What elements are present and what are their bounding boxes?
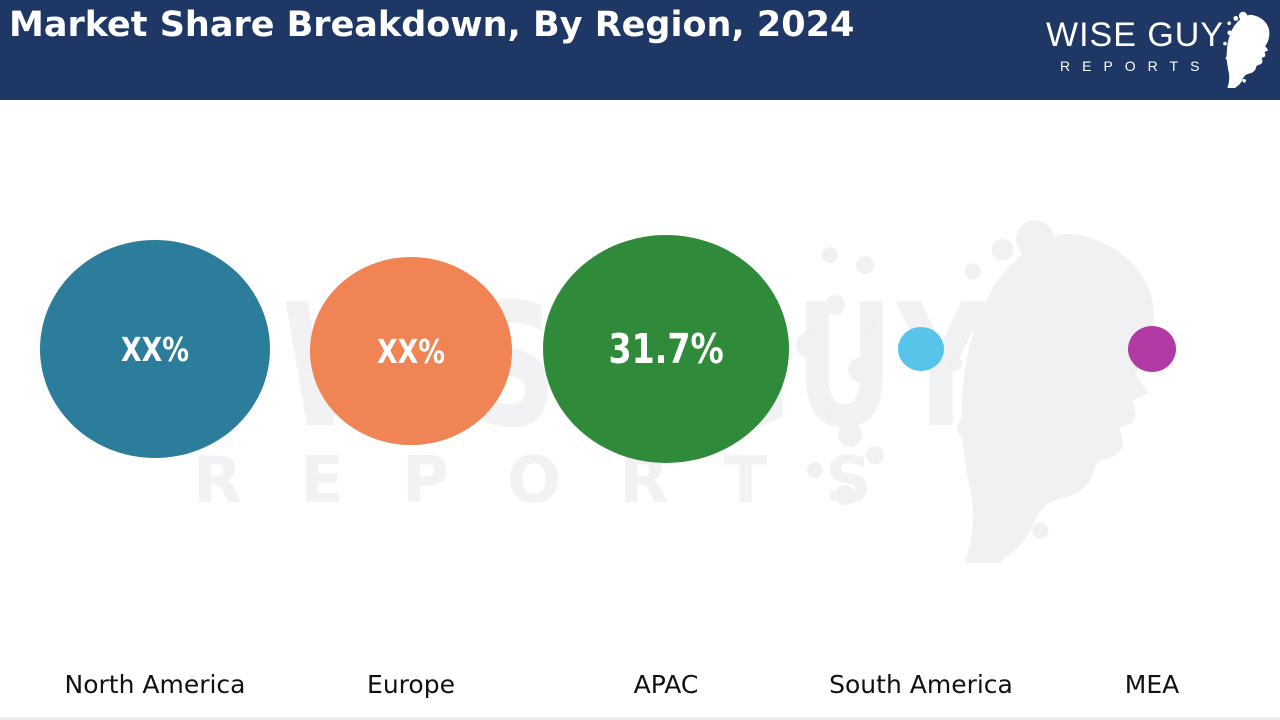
bubble-south-america [898,327,944,371]
logo-subtitle: REPORTS [1060,58,1212,74]
bubble-value-label: 31.7% [608,325,724,373]
category-label-north-america: North America [64,670,246,699]
watermark-face-icon [796,220,1154,563]
bubble-north-america: XX% [40,240,270,458]
logo-wordmark: WISE GUY [1046,16,1225,54]
header-bar: Market Share Breakdown, By Region, 2024 … [0,0,1280,100]
logo-face-icon [1213,8,1273,90]
bubble-value-label: XX% [376,331,445,371]
category-label-apac: APAC [633,670,699,699]
bubble-apac: 31.7% [543,235,789,463]
category-label-europe: Europe [367,670,455,699]
wise-guy-reports-logo: WISE GUY REPORTS [1042,22,1278,92]
chart-title: Market Share Breakdown, By Region, 2024 [9,5,855,45]
bottom-edge-divider [0,717,1280,720]
bubble-value-label: XX% [120,329,189,369]
bubble-mea [1128,326,1176,372]
bubble-europe: XX% [310,257,512,445]
category-label-mea: MEA [1124,670,1180,699]
bubble-chart: WISE GUY REPORTS XX% XX% 31.7% North Ame [0,100,1280,720]
category-label-south-america: South America [829,670,1013,699]
watermark-subtitle: REPORTS [193,444,930,518]
